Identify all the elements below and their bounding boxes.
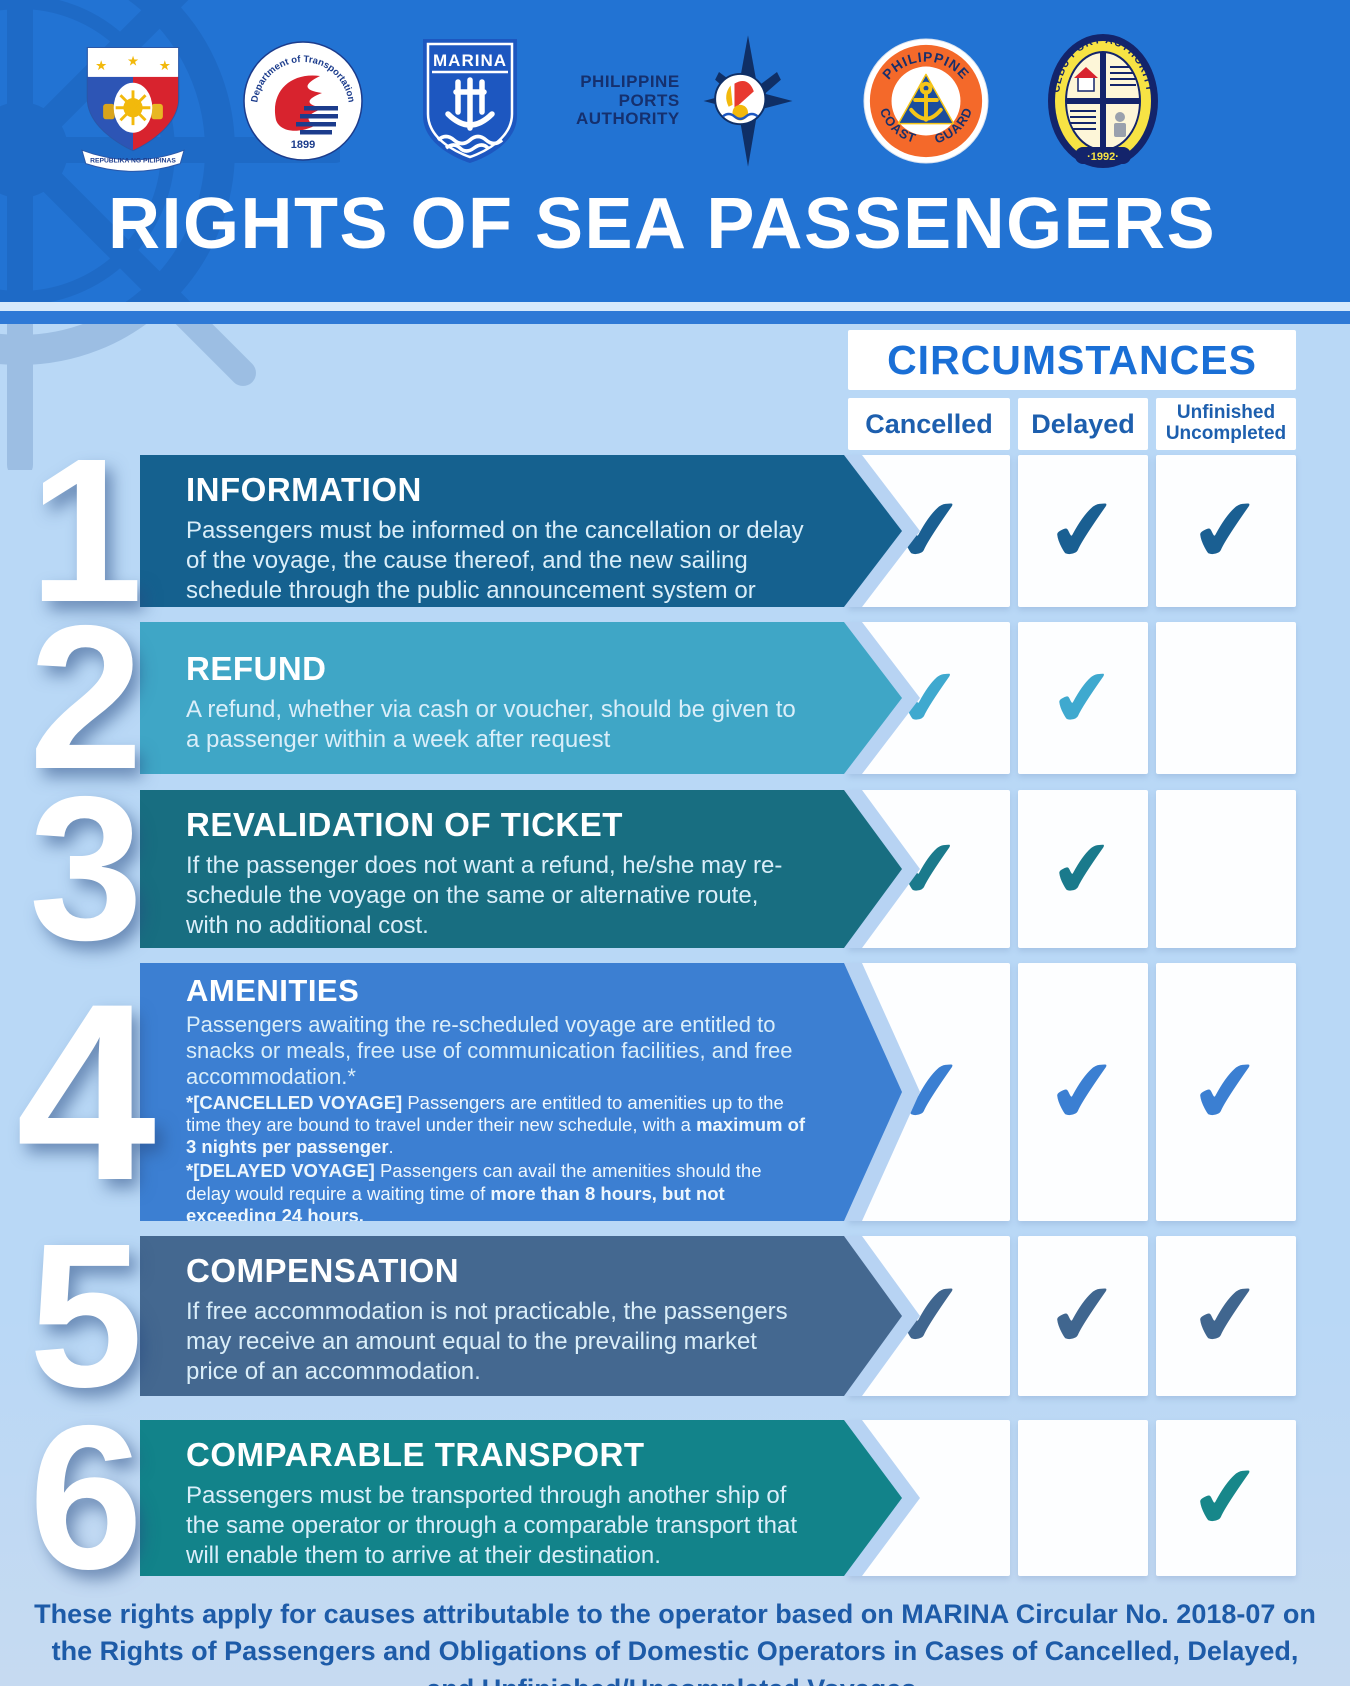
check-cell: ✔ — [1018, 790, 1148, 948]
right-row-amenities: ✔ ✔ ✔ AMENITIES Passengers awaiting the … — [0, 951, 1350, 1233]
divider-stripe-blue — [0, 311, 1350, 324]
column-header-unfinished: Unfinished Uncompleted — [1156, 398, 1296, 450]
check-cell — [1018, 1420, 1148, 1576]
note-label: *[CANCELLED VOYAGE] — [186, 1091, 403, 1113]
checkmark-icon: ✔ — [1185, 1446, 1267, 1550]
checkmark-icon: ✔ — [1185, 1040, 1267, 1144]
svg-text:★: ★ — [159, 58, 171, 73]
check-cell — [1156, 790, 1296, 948]
right-row-comparable-transport: ✔ COMPARABLE TRANSPORT Passengers must b… — [0, 1383, 1350, 1612]
check-cell: ✔ — [1156, 455, 1296, 607]
note-label: *[DELAYED VOYAGE] — [186, 1160, 375, 1182]
right-row-revalidation: ✔ ✔ REVALIDATION OF TICKET If the passen… — [0, 754, 1350, 983]
svg-text:★: ★ — [127, 53, 139, 68]
right-banner: REVALIDATION OF TICKET If the passenger … — [140, 790, 902, 948]
right-row-compensation: ✔ ✔ ✔ COMPENSATION If free accommodation… — [0, 1201, 1350, 1430]
check-cell: ✔ — [1018, 622, 1148, 774]
right-title: COMPENSATION — [186, 1252, 460, 1289]
right-body: Passengers must be informed on the cance… — [186, 517, 804, 635]
checkmark-icon: ✔ — [1185, 479, 1267, 583]
divider-stripe-light — [0, 302, 1350, 311]
checkmark-icon: ✔ — [1185, 1264, 1267, 1368]
checkmark-icon: ✔ — [1042, 479, 1124, 583]
ppa-wordmark: PHILIPPINE PORTS AUTHORITY — [576, 73, 680, 128]
right-banner: REFUND A refund, whether via cash or vou… — [140, 622, 902, 774]
right-title: INFORMATION — [186, 471, 422, 508]
right-title: AMENITIES — [186, 973, 360, 1008]
checkmark-icon: ✔ — [1045, 650, 1121, 746]
amenities-note-delayed: *[DELAYED VOYAGE] Passengers can avail t… — [186, 1160, 807, 1227]
right-body: If free accommodation is not practicable… — [186, 1298, 788, 1386]
right-banner: INFORMATION Passengers must be informed … — [140, 455, 902, 607]
dotr-seal-logo: Department of Transportation 1899 — [242, 40, 364, 162]
right-row-refund: ✔ ✔ REFUND A refund, whether via cash or… — [0, 583, 1350, 812]
philippine-ports-authority-logo: PHILIPPINE PORTS AUTHORITY — [576, 35, 806, 167]
svg-text:★: ★ — [95, 58, 107, 73]
note-text: . — [388, 1136, 394, 1158]
check-cell: ✔ — [1018, 455, 1148, 607]
right-number: 3 — [28, 754, 143, 983]
right-number: 6 — [28, 1383, 143, 1612]
right-row-information: ✔ ✔ ✔ INFORMATION Passengers must be inf… — [0, 416, 1350, 645]
check-cell: ✔ — [1018, 1236, 1148, 1396]
checkmark-icon: ✔ — [1042, 1040, 1124, 1144]
right-title: REVALIDATION OF TICKET — [186, 806, 623, 843]
amenities-note-cancelled: *[CANCELLED VOYAGE] Passengers are entit… — [186, 1092, 807, 1159]
check-cell: ✔ — [1018, 963, 1148, 1221]
right-banner: COMPARABLE TRANSPORT Passengers must be … — [140, 1420, 902, 1576]
right-banner: AMENITIES Passengers awaiting the re-sch… — [140, 963, 902, 1221]
ppa-line3: AUTHORITY — [576, 109, 680, 129]
footer-note: These rights apply for causes attributab… — [34, 1599, 1316, 1686]
check-cell: ✔ — [1156, 963, 1296, 1221]
philippine-coast-guard-logo: PHILIPPINE COAST GUARD — [862, 37, 990, 165]
column-header-delayed: Delayed — [1018, 398, 1148, 450]
right-body: Passengers must be transported through a… — [186, 1482, 798, 1570]
pcg-anchor-icon — [908, 81, 943, 122]
check-cell — [1156, 622, 1296, 774]
right-number: 4 — [15, 951, 157, 1233]
right-title: REFUND — [186, 650, 327, 687]
note-text: Passengers are entitled to amenities up … — [186, 1091, 784, 1136]
page-title: RIGHTS OF SEA PASSENGERS — [108, 184, 1217, 264]
right-number: 2 — [28, 583, 143, 812]
check-cell: ✔ — [1156, 1236, 1296, 1396]
ppa-line2: PORTS — [618, 90, 680, 110]
right-number: 1 — [28, 416, 143, 645]
philippine-coat-of-arms-logo: ★ ★ ★ REPUBLIKA NG PILIPINAS — [80, 30, 186, 172]
checkmark-icon: ✔ — [1042, 1264, 1124, 1368]
cpa-year: ·1992· — [1087, 151, 1119, 163]
ppa-compass-icon — [703, 35, 793, 167]
column-header-unfinished-line2: Uncompleted — [1165, 423, 1287, 444]
check-cell: ✔ — [1156, 1420, 1296, 1576]
column-header-unfinished-line1: Unfinished — [1176, 402, 1276, 424]
marina-label: MARINA — [433, 51, 507, 70]
ppa-line1: PHILIPPINE — [580, 72, 680, 92]
right-number: 5 — [28, 1201, 143, 1430]
note-bold: more than 8 hours, but not exceeding 24 … — [186, 1182, 725, 1226]
right-body: A refund, whether via cash or voucher, s… — [186, 696, 796, 754]
marina-shield-logo: MARINA — [420, 36, 520, 166]
right-body: If the passenger does not want a refund,… — [186, 852, 783, 940]
note-bold: maximum of 3 nights per passenger — [186, 1114, 806, 1158]
column-header-cancelled: Cancelled — [848, 398, 1010, 450]
logo-row: ★ ★ ★ REPUBLIKA NG PILIPINAS — [0, 0, 1350, 176]
right-banner: COMPENSATION If free accommodation is no… — [140, 1236, 902, 1396]
checkmark-icon: ✔ — [1045, 821, 1121, 917]
right-body: Passengers awaiting the re-scheduled voy… — [186, 1012, 793, 1089]
note-text: Passengers can avail the amenities shoul… — [186, 1160, 762, 1204]
coat-of-arms-banner-text: REPUBLIKA NG PILIPINAS — [90, 158, 176, 165]
circumstances-header: CIRCUMSTANCES — [848, 330, 1296, 390]
cebu-port-authority-logo: CEBU PORT AUTHORITY — [1046, 31, 1160, 171]
dotr-year: 1899 — [291, 139, 315, 151]
right-title: COMPARABLE TRANSPORT — [186, 1436, 645, 1473]
